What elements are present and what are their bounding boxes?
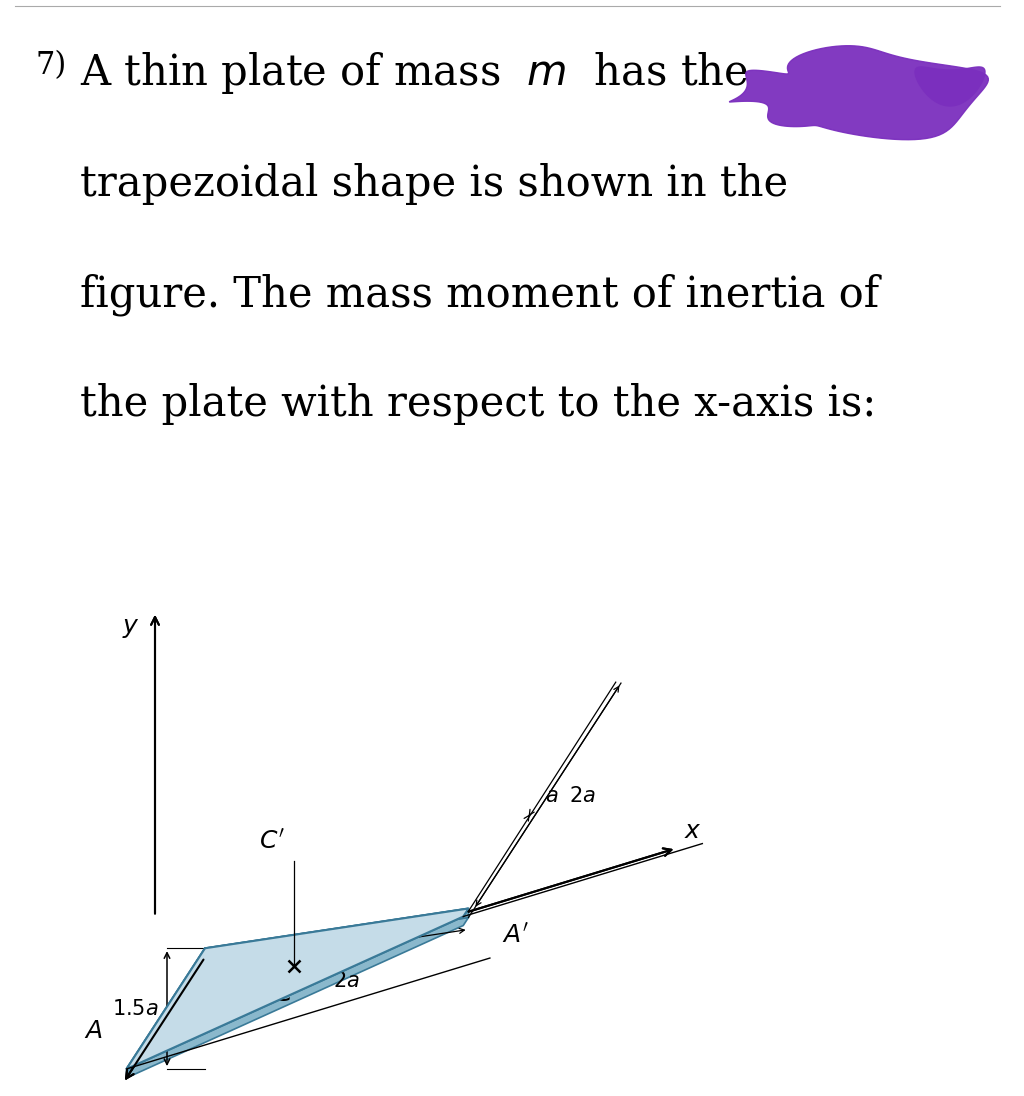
Text: 7): 7) [35,50,67,81]
Polygon shape [127,909,469,1069]
Polygon shape [127,948,205,1078]
Text: $2a$: $2a$ [334,971,360,991]
Text: A thin plate of mass  $m$  has the: A thin plate of mass $m$ has the [80,50,749,96]
Text: $C$: $C$ [312,955,332,978]
Polygon shape [127,917,469,1078]
Text: $C'$: $C'$ [259,830,285,854]
Text: $a$: $a$ [545,787,558,806]
Polygon shape [205,909,469,957]
Text: $y$: $y$ [122,617,140,640]
Polygon shape [127,909,469,1069]
Text: $2a$: $2a$ [569,786,596,806]
Text: $A'$: $A'$ [502,924,528,948]
Polygon shape [729,46,988,139]
Text: the plate with respect to the x-axis is:: the plate with respect to the x-axis is: [80,383,877,425]
Text: figure. The mass moment of inertia of: figure. The mass moment of inertia of [80,273,880,316]
Text: $C'$: $C'$ [273,983,299,1007]
Text: $x$: $x$ [684,820,701,843]
Text: trapezoidal shape is shown in the: trapezoidal shape is shown in the [80,163,788,205]
Text: $1.5a$: $1.5a$ [113,998,159,1018]
Polygon shape [915,67,985,106]
Text: $A$: $A$ [84,1020,102,1043]
